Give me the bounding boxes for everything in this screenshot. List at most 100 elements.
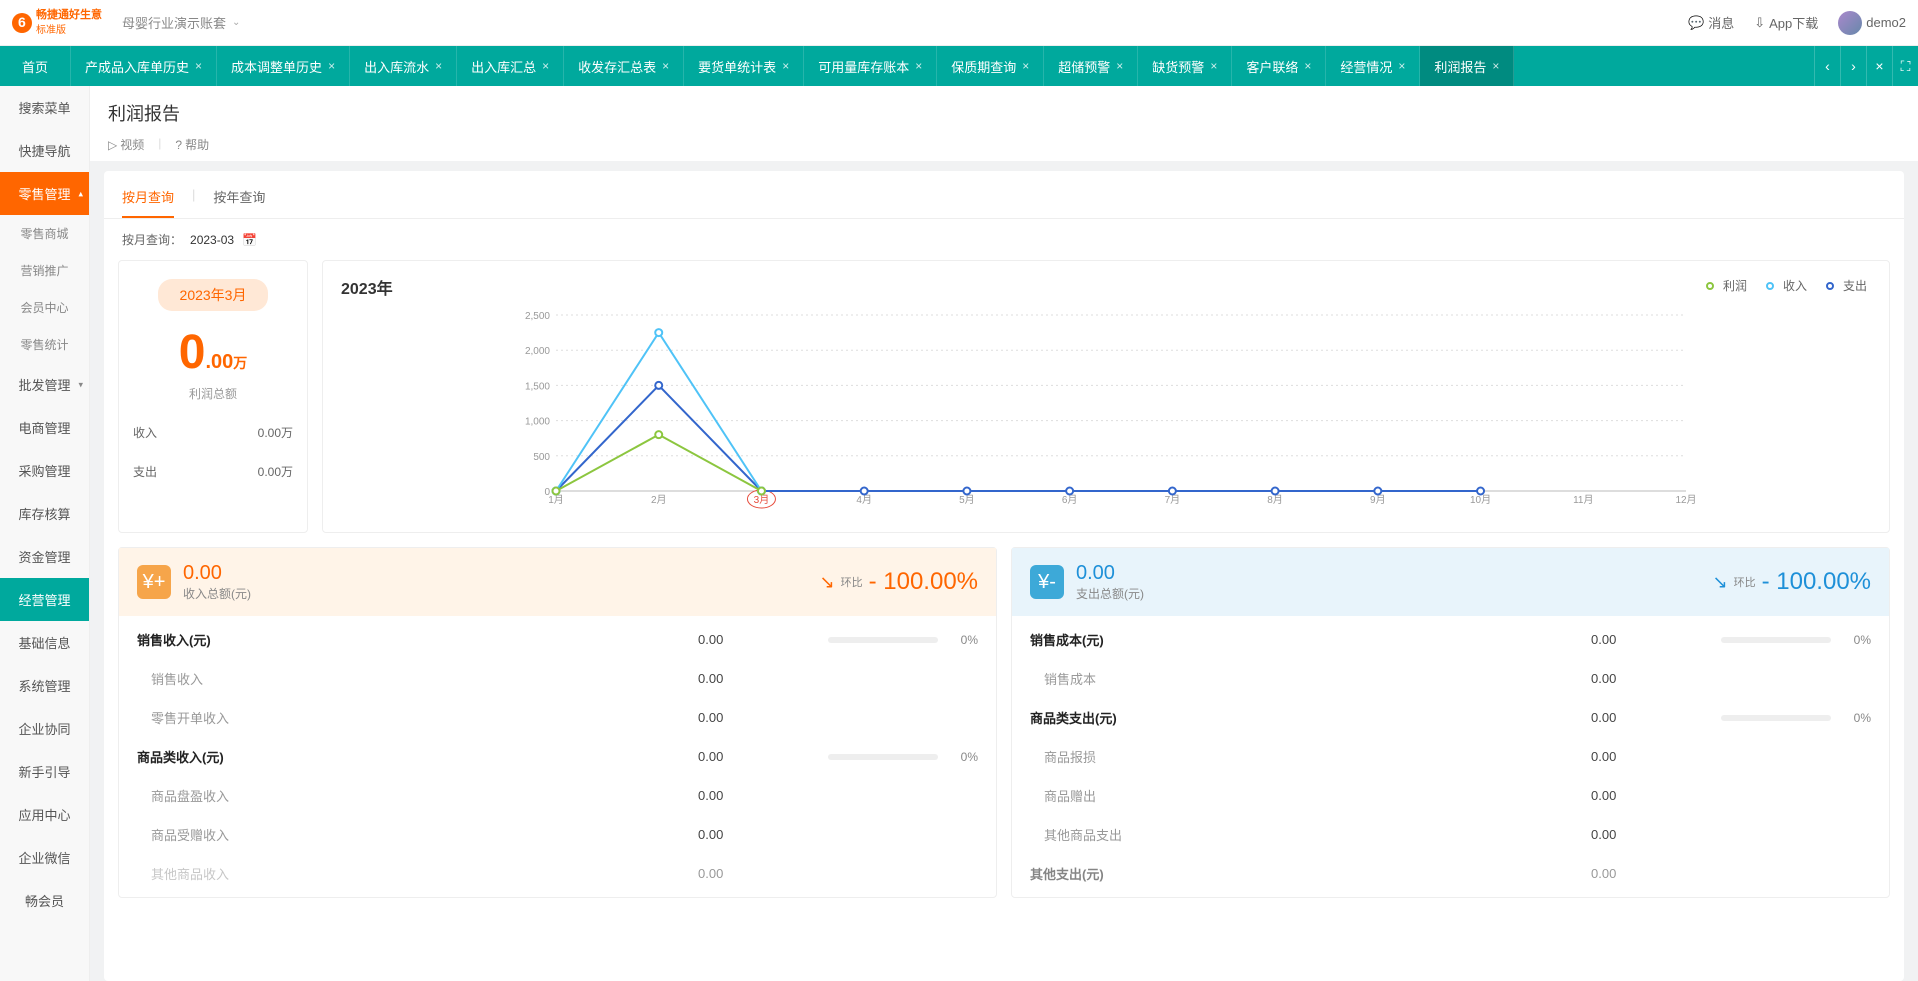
tabs-close-all[interactable]: × xyxy=(1866,46,1892,86)
sidebar-item-9[interactable]: 采购管理 xyxy=(0,449,89,492)
sidebar-item-15[interactable]: 企业协同 xyxy=(0,707,89,750)
close-icon[interactable]: × xyxy=(1210,59,1217,73)
profit-total: 0.00万 xyxy=(133,329,293,377)
tab-11[interactable]: 经营情况× xyxy=(1326,46,1420,86)
subtab-year[interactable]: 按年查询 xyxy=(213,181,265,218)
close-icon[interactable]: × xyxy=(1398,59,1405,73)
sidebar-item-19[interactable]: 畅会员 xyxy=(0,879,89,922)
profit-label: 利润总额 xyxy=(133,385,293,402)
sidebar-item-7[interactable]: 批发管理 xyxy=(0,363,89,406)
table-row: 销售收入(元)0.000% xyxy=(119,620,996,659)
table-row: 销售成本(元)0.000% xyxy=(1012,620,1889,659)
tab-7[interactable]: 保质期查询× xyxy=(937,46,1044,86)
chevron-down-icon: ⌄ xyxy=(232,17,240,28)
tab-6[interactable]: 可用量库存账本× xyxy=(804,46,937,86)
app-download-link[interactable]: ⇩ App下载 xyxy=(1754,13,1818,32)
avatar xyxy=(1838,11,1862,35)
svg-text:10月: 10月 xyxy=(1470,494,1491,506)
logo-sub: 标准版 xyxy=(36,21,102,36)
expense-card: ¥- 0.00 支出总额(元) ↘ 环比 - 100.00% 销售成本 xyxy=(1011,547,1890,898)
subtab-month[interactable]: 按月查询 xyxy=(122,181,174,218)
tab-5[interactable]: 要货单统计表× xyxy=(684,46,804,86)
tabs-prev[interactable]: ‹ xyxy=(1814,46,1840,86)
sidebar-item-3[interactable]: 零售商城 xyxy=(0,215,89,252)
income-card: ¥+ 0.00 收入总额(元) ↘ 环比 - 100.00% 销售收入 xyxy=(118,547,997,898)
help-doc[interactable]: ?帮助 xyxy=(175,136,209,153)
close-icon[interactable]: × xyxy=(1304,59,1311,73)
download-icon: ⇩ xyxy=(1754,15,1765,31)
income-total: 0.00 xyxy=(183,562,251,585)
svg-text:11月: 11月 xyxy=(1573,494,1593,506)
account-select[interactable]: 母婴行业演示账套 ⌄ xyxy=(122,13,240,32)
trend-down-icon: ↘ xyxy=(820,572,835,593)
sidebar-item-10[interactable]: 库存核算 xyxy=(0,492,89,535)
tab-4[interactable]: 收发存汇总表× xyxy=(564,46,684,86)
sidebar-item-5[interactable]: 会员中心 xyxy=(0,289,89,326)
close-icon[interactable]: × xyxy=(782,59,789,73)
legend-profit[interactable]: 利润 xyxy=(1701,277,1747,294)
tab-1[interactable]: 成本调整单历史× xyxy=(217,46,350,86)
tab-2[interactable]: 出入库流水× xyxy=(350,46,457,86)
sidebar-item-18[interactable]: 企业微信 xyxy=(0,836,89,879)
tab-0[interactable]: 产成品入库单历史× xyxy=(71,46,217,86)
close-icon[interactable]: × xyxy=(1492,59,1499,73)
table-row: 商品盘盈收入0.00 xyxy=(119,776,996,815)
sidebar-item-0[interactable]: 搜索菜单 xyxy=(0,86,89,129)
tab-9[interactable]: 缺货预警× xyxy=(1138,46,1232,86)
messages-link[interactable]: 💬 消息 xyxy=(1688,13,1734,32)
close-icon[interactable]: × xyxy=(328,59,335,73)
table-row: 销售收入0.00 xyxy=(119,659,996,698)
svg-text:3月: 3月 xyxy=(754,494,770,506)
svg-text:5月: 5月 xyxy=(959,494,975,506)
legend-income[interactable]: 收入 xyxy=(1761,277,1807,294)
svg-text:2月: 2月 xyxy=(651,494,667,506)
table-row: 商品报损0.00 xyxy=(1012,737,1889,776)
sidebar-item-12[interactable]: 经营管理 xyxy=(0,578,89,621)
sidebar-item-2[interactable]: 零售管理 xyxy=(0,172,89,215)
sidebar-item-17[interactable]: 应用中心 xyxy=(0,793,89,836)
logo: 畅捷通好生意 标准版 xyxy=(12,9,102,36)
table-row: 商品类支出(元)0.000% xyxy=(1012,698,1889,737)
expense-total: 0.00 xyxy=(1076,562,1144,585)
filter-date[interactable]: 2023-03 xyxy=(190,233,234,247)
tab-8[interactable]: 超储预警× xyxy=(1044,46,1138,86)
sidebar-item-1[interactable]: 快捷导航 xyxy=(0,129,89,172)
close-icon[interactable]: × xyxy=(662,59,669,73)
tabs-fullscreen[interactable]: ⛶ xyxy=(1892,46,1918,86)
tabs-next[interactable]: › xyxy=(1840,46,1866,86)
close-icon[interactable]: × xyxy=(915,59,922,73)
chart-card: 2023年 利润 收入 支出 05001,0001,5002,0002,5001… xyxy=(322,260,1890,533)
legend-expense[interactable]: 支出 xyxy=(1821,277,1867,294)
table-row: 零售开单收入0.00 xyxy=(119,698,996,737)
tab-3[interactable]: 出入库汇总× xyxy=(457,46,564,86)
sidebar-item-6[interactable]: 零售统计 xyxy=(0,326,89,363)
sidebar-item-8[interactable]: 电商管理 xyxy=(0,406,89,449)
close-icon[interactable]: × xyxy=(542,59,549,73)
close-icon[interactable]: × xyxy=(435,59,442,73)
close-icon[interactable]: × xyxy=(1022,59,1029,73)
close-icon[interactable]: × xyxy=(1116,59,1123,73)
chart-title: 2023年 xyxy=(341,275,1871,299)
income-icon: ¥+ xyxy=(137,565,171,599)
sidebar-item-13[interactable]: 基础信息 xyxy=(0,621,89,664)
tab-10[interactable]: 客户联络× xyxy=(1232,46,1326,86)
calendar-icon[interactable]: 📅 xyxy=(242,233,257,247)
main: 利润报告 ▷视频 | ?帮助 按月查询 | 按年查询 按月查询： 2023-03… xyxy=(90,86,1918,981)
sidebar-item-11[interactable]: 资金管理 xyxy=(0,535,89,578)
tabs-bar: 首页 产成品入库单历史×成本调整单历史×出入库流水×出入库汇总×收发存汇总表×要… xyxy=(0,46,1918,86)
sidebar-item-14[interactable]: 系统管理 xyxy=(0,664,89,707)
logo-icon xyxy=(12,13,32,33)
tab-home[interactable]: 首页 xyxy=(0,46,71,86)
user-menu[interactable]: demo2 xyxy=(1838,11,1906,35)
close-icon[interactable]: × xyxy=(195,59,202,73)
sidebar-item-16[interactable]: 新手引导 xyxy=(0,750,89,793)
expense-icon: ¥- xyxy=(1030,565,1064,599)
filter-label: 按月查询： xyxy=(122,231,182,248)
svg-text:8月: 8月 xyxy=(1267,494,1283,506)
sidebar-item-4[interactable]: 营销推广 xyxy=(0,252,89,289)
table-row: 其他支出(元)0.00 xyxy=(1012,854,1889,893)
table-row: 其他商品支出0.00 xyxy=(1012,815,1889,854)
help-video[interactable]: ▷视频 xyxy=(108,136,144,153)
tab-12[interactable]: 利润报告× xyxy=(1420,46,1514,86)
svg-text:2,000: 2,000 xyxy=(525,346,550,357)
